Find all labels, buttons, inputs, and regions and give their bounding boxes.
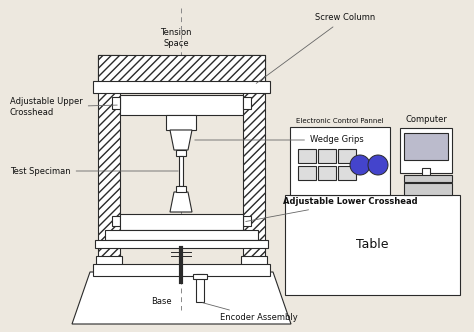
Bar (93, 81, 270, 93)
Text: Electronic Control Pannel: Electronic Control Pannel (296, 118, 384, 124)
Bar (318, 149, 336, 163)
Bar (105, 230, 258, 240)
Bar (243, 55, 265, 270)
Circle shape (350, 155, 370, 175)
Bar (338, 149, 356, 163)
Text: Test Speciman: Test Speciman (10, 167, 178, 176)
Bar (95, 240, 268, 248)
Text: Table: Table (356, 238, 388, 252)
Bar (338, 166, 356, 180)
Bar (285, 195, 460, 295)
Bar (422, 168, 430, 176)
Bar (166, 115, 196, 130)
Text: Adjustable Lower Crosshead: Adjustable Lower Crosshead (246, 198, 418, 221)
Bar (120, 95, 243, 115)
Text: Wedge Grips: Wedge Grips (195, 135, 364, 144)
Bar (112, 216, 120, 226)
Text: Screw Column: Screw Column (256, 14, 375, 83)
Bar (93, 264, 270, 276)
Bar (193, 274, 207, 279)
Bar (404, 175, 452, 182)
Bar (120, 214, 243, 230)
Polygon shape (170, 130, 192, 150)
Bar (318, 166, 336, 180)
Bar (179, 156, 183, 186)
Bar (404, 133, 448, 160)
Polygon shape (170, 192, 192, 212)
Bar (290, 127, 390, 195)
Bar (404, 183, 452, 195)
Text: Base: Base (151, 297, 171, 306)
Bar (112, 97, 120, 109)
Bar (298, 149, 316, 163)
Text: Adjustable Upper
Crosshead: Adjustable Upper Crosshead (10, 97, 117, 117)
Bar (96, 256, 122, 270)
Bar (176, 186, 186, 192)
Bar (243, 97, 251, 109)
Text: Tension
Space: Tension Space (160, 28, 192, 48)
Bar (98, 55, 265, 83)
Circle shape (368, 155, 388, 175)
Bar (241, 256, 267, 270)
Bar (196, 274, 204, 302)
Bar (298, 166, 316, 180)
Bar (400, 128, 452, 173)
Polygon shape (72, 272, 291, 324)
Bar (98, 55, 120, 270)
Text: Computer: Computer (405, 115, 447, 124)
Text: Encoder Assembly: Encoder Assembly (203, 303, 298, 322)
Bar (243, 216, 251, 226)
Bar (176, 150, 186, 156)
